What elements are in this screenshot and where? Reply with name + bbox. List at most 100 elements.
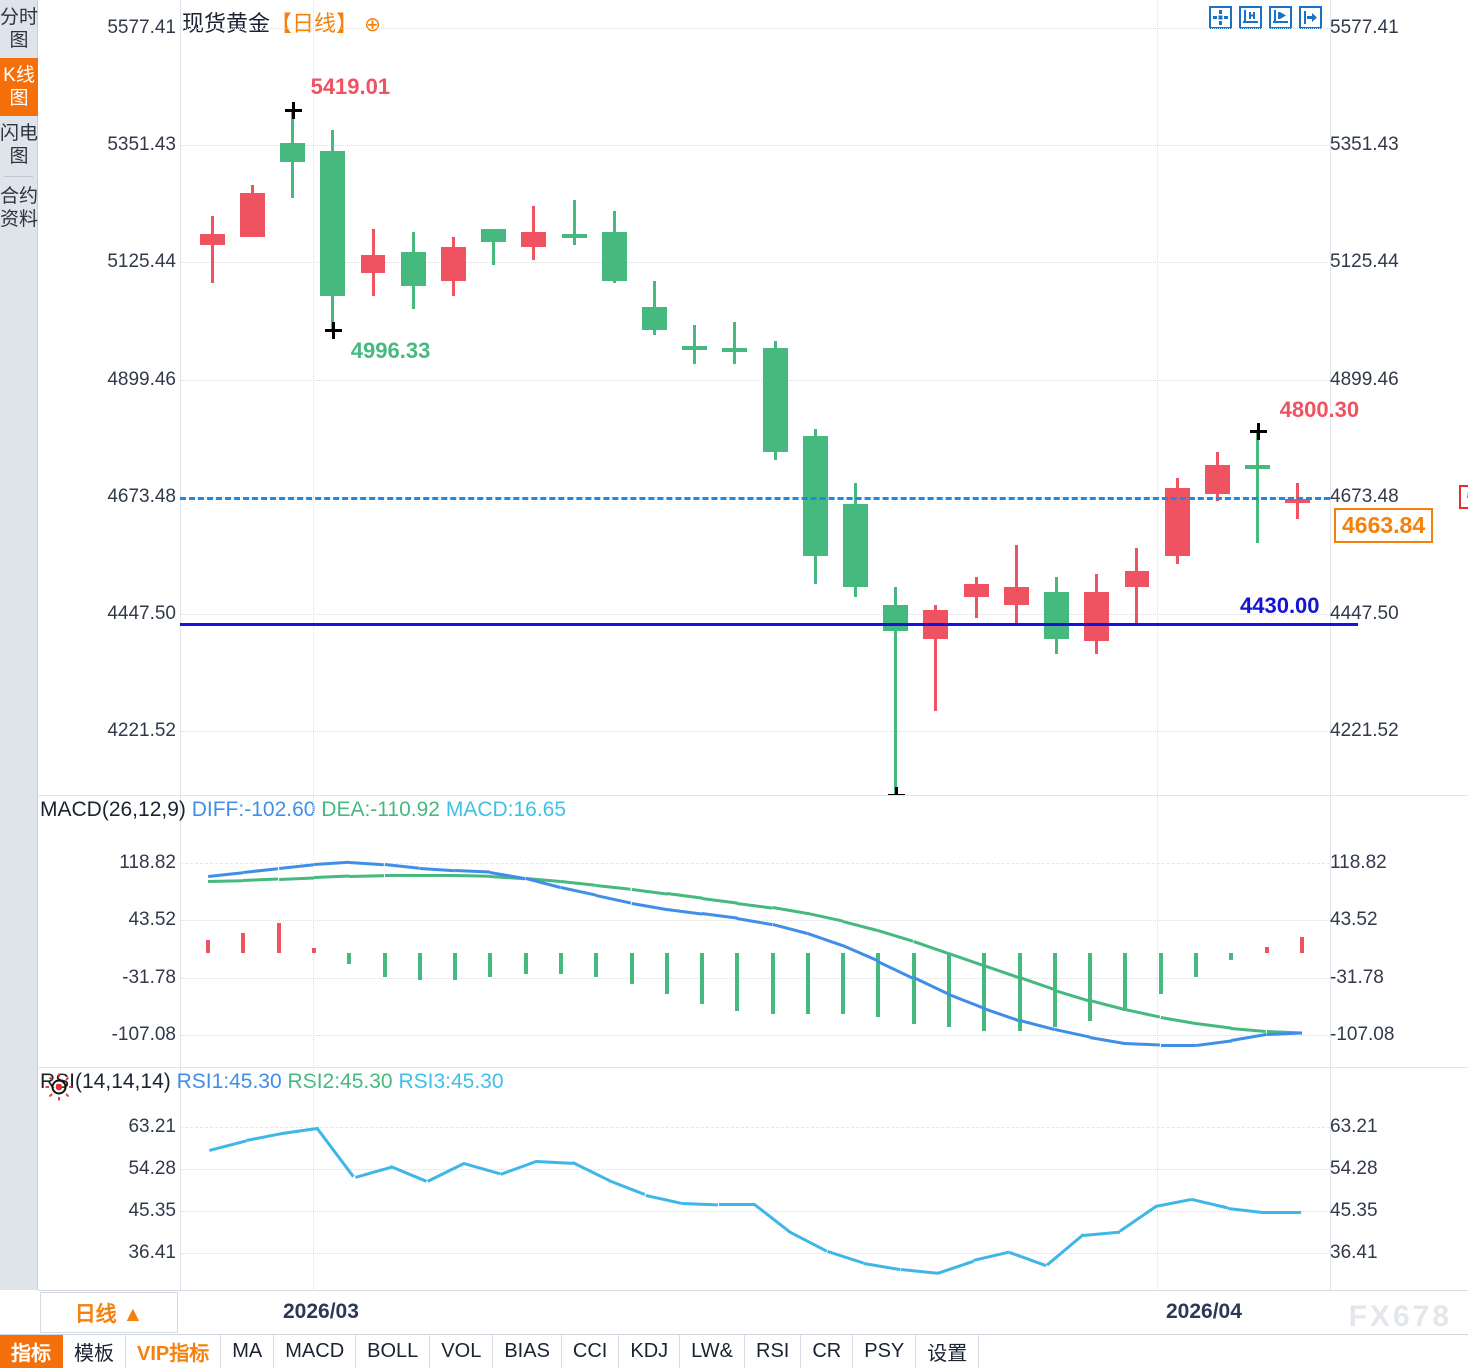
zoom-icon[interactable] [1269,6,1292,29]
macd-diff-line [560,886,597,897]
sidebar-item-timeline[interactable]: 分时图 [0,0,38,58]
macd-dea-line [1160,1016,1196,1026]
price-tick-label: 4673.48 [1330,485,1399,507]
macd-title: MACD(26,12,9) DIFF:-102.60 DEA:-110.92 M… [40,798,566,822]
crosshair-icon[interactable] [1209,6,1232,29]
candle-body [521,231,547,248]
rsi-line-segment [1118,1205,1158,1233]
sidebar-label-timeline: 分时图 [0,7,39,51]
tab-VIP指标[interactable]: VIP指标 [126,1335,222,1368]
tab-VOL[interactable]: VOL [430,1335,494,1368]
macd-histogram-bar [523,953,528,974]
tab-CR[interactable]: CR [801,1335,854,1368]
macd-dea-line [1053,988,1091,1003]
symbol-label: 现货黄金 [182,11,271,36]
recent-high-marker-icon [1249,423,1267,441]
macd-diff-line [278,863,315,871]
tab-指标[interactable]: 指标 [0,1335,63,1368]
tab-PSY[interactable]: PSY [853,1335,917,1368]
sidebar-label-contract-info: 合约资料 [0,186,39,230]
tab-MA[interactable]: MA [221,1335,275,1368]
tab-CCI[interactable]: CCI [561,1335,620,1368]
rsi-line-segment [571,1161,610,1183]
watermark: FX678 [1348,1300,1452,1333]
price-tick-label: 5577.41 [1330,17,1399,38]
candle-body [561,234,587,239]
rsi-left-border [180,1068,181,1291]
tab-KDJ[interactable]: KDJ [619,1335,681,1368]
tab-模板[interactable]: 模板 [63,1335,126,1368]
macd-dea-line [384,874,420,878]
gridline [180,977,1330,979]
rsi-line-segment [1264,1210,1301,1214]
candle-body [1003,586,1029,606]
macd-dea-line [631,887,667,896]
rsi-right-border [1330,1068,1331,1291]
macd-diff-line [1125,1042,1161,1047]
macd-histogram-bar [241,933,246,954]
x-axis-date-0: 2026/03 [283,1300,359,1323]
macd-dea-line [314,874,350,880]
tab-RSI[interactable]: RSI [745,1335,802,1368]
macd-histogram-bar [417,953,422,981]
macd-pane[interactable]: MACD(26,12,9) DIFF:-102.60 DEA:-110.92 M… [38,795,1468,1068]
vertical-gridline [1157,796,1159,1068]
macd-tick-label: -107.08 [1330,1024,1395,1046]
macd-histogram-bar [735,953,740,1011]
tab-设置[interactable]: 设置 [916,1335,980,1368]
tab-LW&[interactable]: LW& [680,1335,746,1368]
macd-diff-line [701,912,738,920]
candle-wick [894,586,898,795]
last-price-tag[interactable]: 4663.84 [1334,507,1434,543]
macd-histogram-bar [770,953,775,1014]
indicator-tab-bar: 指标 模板 VIP指标 MA MACD BOLL VOL BIAS CCI KDJ LW& RSI CR… [0,1334,1468,1368]
macd-histogram-bar [1229,953,1234,961]
sun-icon[interactable] [44,1072,74,1102]
pane-left-border [180,0,181,795]
macd-dea-line [455,874,491,878]
macd-dea-line [666,892,703,900]
macd-diff-line [1018,1019,1055,1032]
rsi-title: RSI(14,14,14) RSI1:45.30 RSI2:45.30 RSI3… [40,1070,504,1094]
macd-histogram-bar [947,953,952,1028]
rsi-line-segment [608,1179,646,1197]
rsi1-label: RSI1:45.30 [176,1070,282,1093]
macd-histogram-bar [841,953,846,1014]
sidebar-item-contract-info[interactable]: 合约资料 [0,179,38,237]
macd-diff-line [314,861,350,867]
expand-icon[interactable] [1299,6,1322,29]
macd-dea-line [701,896,738,905]
price-chart-pane[interactable]: 现货黄金【日线】 ⊕ 5577.41 5577.41 5351.43 5351.43 5… [38,0,1468,826]
bell-icon[interactable] [1459,484,1468,509]
candle-wick [492,228,496,266]
measure-icon[interactable] [1239,6,1262,29]
price-tick-label: 5125.44 [107,251,176,273]
candle-body [843,503,868,587]
tab-BIAS[interactable]: BIAS [493,1335,562,1368]
gridline [180,1126,1330,1128]
chart-toolbar [1209,6,1322,29]
macd-histogram-bar [1017,953,1022,1031]
annotation-support-level: 4430.00 [1240,593,1320,619]
period-selector-button[interactable]: 日线 ▲ [40,1292,178,1333]
annotation-low-left: 4996.33 [350,337,431,363]
vertical-gridline [312,1068,314,1291]
x-axis-date-1: 2026/04 [1166,1300,1242,1323]
candle-body [642,306,667,331]
rsi-tick-label: 54.28 [128,1157,176,1179]
macd-diff-line [806,932,844,948]
price-tick-label: 4899.46 [107,368,176,390]
macd-histogram-bar [805,953,810,1014]
rsi-tick-label: 36.41 [128,1241,176,1263]
rsi-pane[interactable]: RSI(14,14,14) RSI1:45.30 RSI2:45.30 RSI3… [38,1067,1468,1291]
gridline [180,1210,1330,1212]
macd-diff-line [243,867,280,874]
price-tick-label: 4221.52 [107,720,176,742]
vertical-gridline [1157,0,1159,795]
sidebar-item-kline[interactable]: K线图 [0,58,38,116]
sidebar-item-lightning[interactable]: 闪电图 [0,116,38,174]
tab-BOLL[interactable]: BOLL [356,1335,431,1368]
tab-MACD[interactable]: MACD [274,1335,357,1368]
macd-diff-line [1089,1035,1126,1046]
